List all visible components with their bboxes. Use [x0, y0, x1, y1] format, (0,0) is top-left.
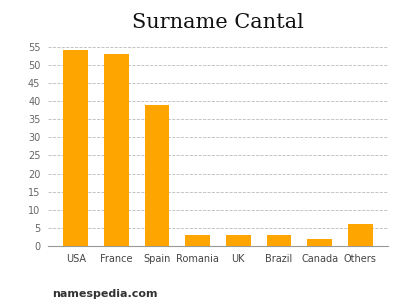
- Bar: [64, 50, 88, 246]
- Title: Surname Cantal: Surname Cantal: [132, 13, 304, 32]
- Bar: [308, 239, 332, 246]
- Bar: [348, 224, 372, 246]
- Bar: [186, 235, 210, 246]
- Bar: [226, 235, 250, 246]
- Bar: [145, 105, 169, 246]
- Text: namespedia.com: namespedia.com: [52, 289, 158, 299]
- Bar: [104, 54, 128, 246]
- Bar: [267, 235, 291, 246]
